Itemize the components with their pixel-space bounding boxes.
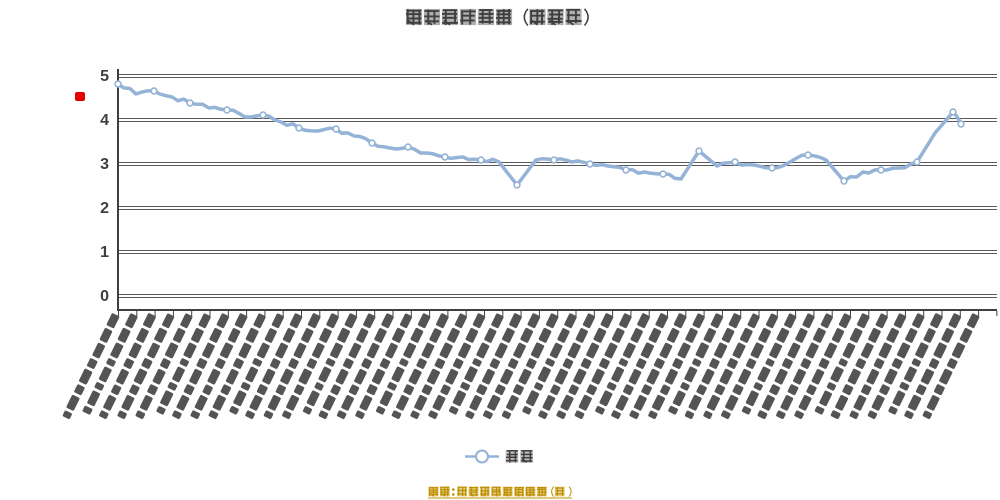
svg-text:3: 3: [100, 156, 109, 173]
svg-text:4: 4: [100, 112, 109, 129]
svg-text:0: 0: [100, 288, 109, 305]
svg-text:2: 2: [100, 200, 109, 217]
svg-text:1: 1: [100, 244, 109, 261]
svg-text:5: 5: [100, 68, 109, 85]
